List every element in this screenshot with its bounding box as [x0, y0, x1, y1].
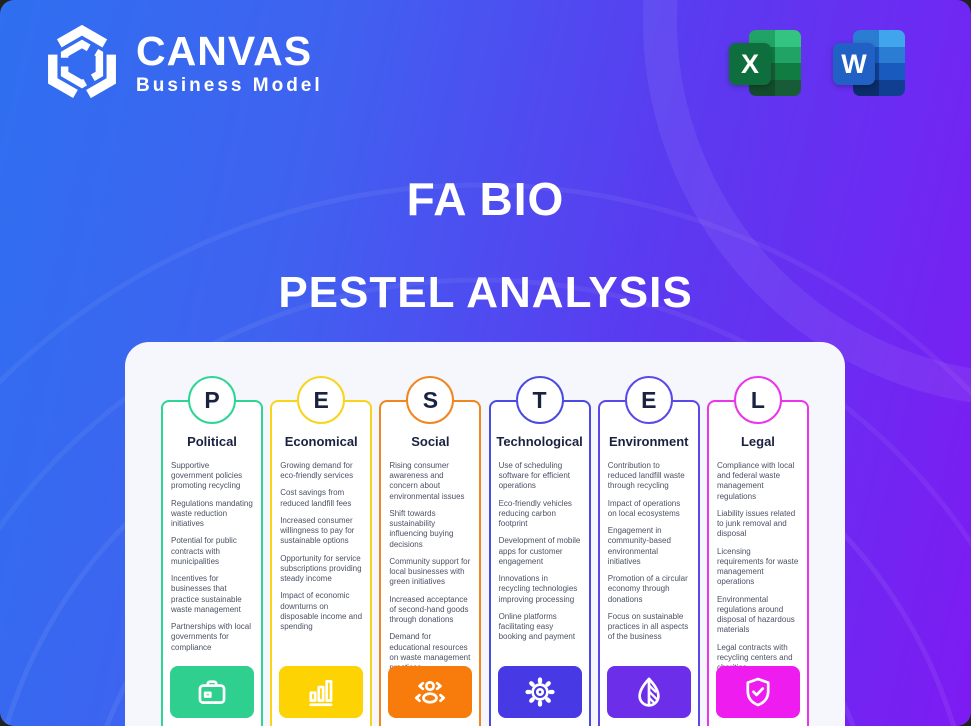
pestel-columns: P Political Supportive government polici…	[125, 376, 845, 726]
column-items: Growing demand for eco-friendly services…	[272, 461, 370, 632]
bar-chart-icon	[304, 675, 338, 709]
category-icon-box	[606, 666, 691, 718]
canvas-logo-icon	[48, 24, 116, 104]
column-item: Liability issues related to junk removal…	[716, 508, 796, 539]
column-item: Increased consumer willingness to pay fo…	[280, 515, 355, 546]
pestel-column-environment: E Environment Contribution to reduced la…	[597, 376, 700, 726]
column-title: Political	[187, 434, 237, 449]
word-button[interactable]: W	[833, 28, 907, 100]
category-icon-box	[279, 666, 364, 718]
column-item: Partnerships with local governments for …	[171, 622, 252, 652]
letter-badge: S	[406, 376, 455, 424]
leaf-icon	[632, 675, 666, 709]
category-icon-box	[497, 666, 582, 718]
page-title: PESTEL ANALYSIS	[278, 268, 693, 317]
letter-badge: E	[624, 376, 673, 424]
column-item: Innovations in recycling technologies im…	[498, 574, 578, 604]
column-items: Compliance with local and federal waste …	[709, 461, 807, 673]
column-title: Social	[411, 434, 450, 449]
pestel-card: P Political Supportive government polici…	[125, 342, 845, 726]
column-item: Contribution to reduced landfill waste t…	[607, 461, 685, 491]
column-item: Impact of economic downturns on disposab…	[280, 591, 363, 632]
column-item: Use of scheduling software for efficient…	[498, 461, 571, 491]
header: CANVAS Business Model	[42, 24, 323, 104]
column-item: Compliance with local and federal waste …	[716, 461, 795, 501]
pestel-column-legal: L Legal Compliance with local and federa…	[706, 376, 809, 726]
category-icon-box	[170, 666, 254, 718]
column-item: Focus on sustainable practices in all as…	[607, 611, 689, 642]
column-item: Development of mobile apps for customer …	[498, 536, 581, 566]
shield-check-icon	[741, 675, 775, 709]
column-item: Promotion of a circular economy through …	[607, 574, 688, 604]
letter-badge: L	[733, 376, 782, 424]
column-item: Shift towards sustainability influencing…	[389, 508, 454, 549]
column-item: Cost savings from reduced landfill fees	[280, 488, 352, 508]
pestel-column-technological: T Technological Use of scheduling softwa…	[488, 376, 591, 726]
column-item: Incentives for businesses that practice …	[171, 574, 242, 614]
excel-button[interactable]: X	[729, 28, 803, 100]
briefcase-icon	[195, 675, 229, 709]
column-items: Contribution to reduced landfill waste t…	[600, 461, 698, 643]
column-title: Legal	[740, 434, 775, 449]
pestel-column-economical: E Economical Growing demand for eco-frie…	[270, 376, 373, 726]
column-item: Engagement in community-based environmen…	[607, 526, 671, 566]
excel-letter: X	[729, 43, 771, 85]
column-item: Environmental regulations around disposa…	[716, 594, 795, 635]
letter-badge: T	[515, 376, 564, 424]
company-title: FA BIO	[406, 173, 565, 225]
column-items: Supportive government policies promoting…	[163, 461, 261, 653]
column-items: Rising consumer awareness and concern ab…	[381, 461, 479, 673]
column-item: Impact of operations on local ecosystems	[607, 498, 681, 518]
column-item: Community support for local businesses w…	[389, 556, 471, 587]
column-item: Potential for public contracts with muni…	[171, 536, 237, 566]
column-item: Licensing requirements for waste managem…	[716, 546, 799, 587]
category-icon-box	[715, 666, 800, 718]
brand-name: CANVAS	[136, 28, 313, 74]
gear-icon	[523, 675, 557, 709]
column-items: Use of scheduling software for efficient…	[491, 461, 589, 643]
column-title: Environment	[609, 434, 689, 449]
office-buttons: X W	[729, 28, 907, 100]
column-item: Increased acceptance of second-hand good…	[389, 594, 469, 625]
column-title: Technological	[496, 434, 583, 449]
letter-badge: E	[297, 376, 346, 424]
column-item: Supportive government policies promoting…	[171, 461, 243, 491]
brand-subtitle: Business Model	[136, 75, 323, 96]
pestel-column-political: P Political Supportive government polici…	[161, 376, 263, 726]
pestel-column-social: S Social Rising consumer awareness and c…	[379, 376, 482, 726]
category-icon-box	[388, 666, 473, 718]
column-item: Online platforms facilitating easy booki…	[498, 611, 576, 642]
column-item: Regulations mandating waste reduction in…	[171, 498, 253, 529]
column-item: Opportunity for service subscriptions pr…	[280, 553, 362, 584]
column-title: Economical	[284, 434, 358, 449]
column-item: Rising consumer awareness and concern ab…	[389, 461, 465, 501]
letter-badge: P	[188, 376, 236, 424]
community-icon	[413, 675, 447, 709]
column-item: Eco-friendly vehicles reducing carbon fo…	[498, 498, 572, 529]
word-letter: W	[833, 43, 875, 85]
column-item: Growing demand for eco-friendly services	[280, 461, 354, 481]
